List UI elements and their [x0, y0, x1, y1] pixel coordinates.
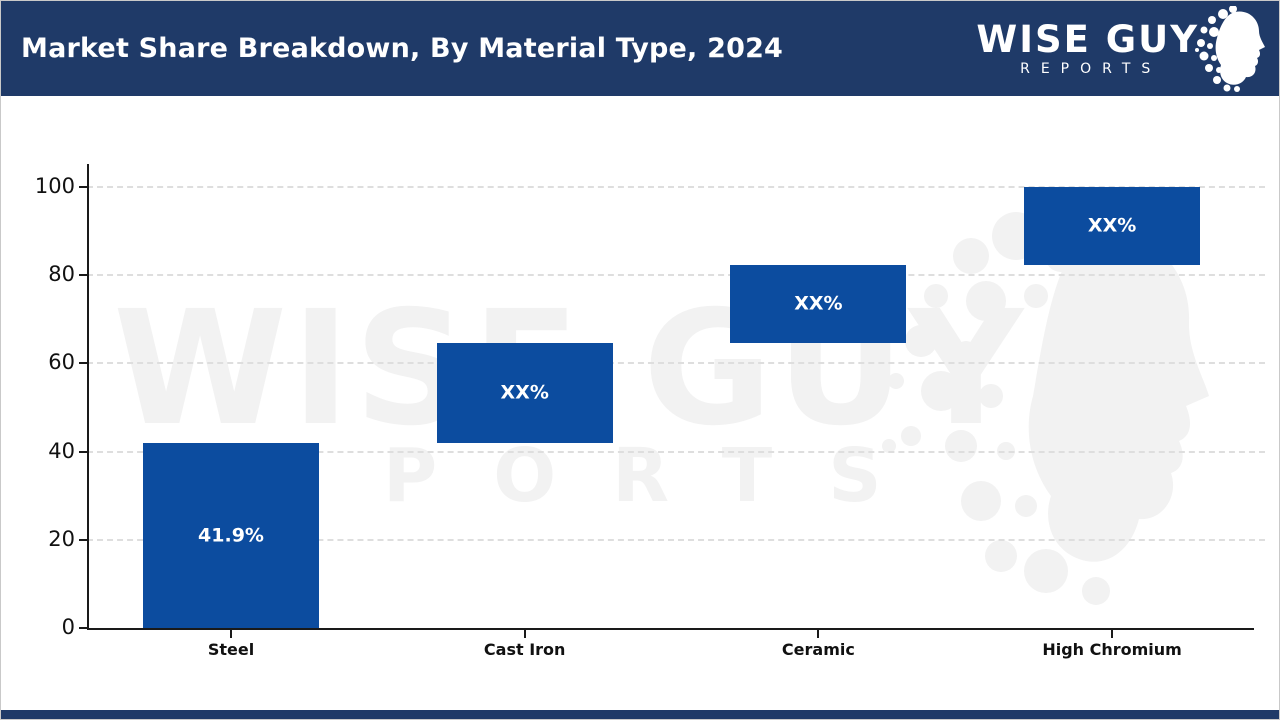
y-tick-label: 100 — [34, 174, 75, 199]
y-tick-label: 60 — [48, 350, 75, 375]
x-tick-label: High Chromium — [1042, 640, 1182, 659]
x-tick-mark — [523, 630, 526, 638]
y-tick-label: 0 — [61, 615, 75, 640]
bar-value-label: XX% — [794, 292, 843, 315]
x-tick-mark — [817, 630, 820, 638]
bar-value-label: XX% — [500, 381, 549, 404]
x-tick-label: Ceramic — [781, 640, 855, 659]
gridline-60 — [87, 362, 1265, 365]
header-banner: Market Share Breakdown, By Material Type… — [1, 1, 1279, 96]
gridline-80 — [87, 274, 1265, 277]
x-axis-line — [87, 628, 1254, 630]
bar-steel: 41.9% — [143, 443, 319, 628]
bar-high-chromium: XX% — [1024, 187, 1201, 266]
gridline-40 — [87, 450, 1265, 453]
y-tick-label: 40 — [48, 438, 75, 463]
gridline-20 — [87, 538, 1265, 541]
x-tick-label: Steel — [207, 640, 255, 659]
logo-head-icon — [1195, 5, 1265, 92]
brand-logo-text: WISE GUY REPORTS — [976, 21, 1199, 76]
y-axis-line — [87, 164, 89, 630]
bar-value-label: XX% — [1087, 214, 1137, 237]
y-tick-mark — [79, 362, 87, 365]
bar-ceramic: XX% — [730, 265, 907, 343]
x-tick-mark — [1111, 630, 1114, 638]
y-tick-mark — [79, 186, 87, 188]
y-tick-label: 80 — [48, 262, 75, 287]
brand-name: WISE GUY — [976, 18, 1199, 61]
x-tick-mark — [230, 630, 232, 638]
y-tick-label: 20 — [48, 526, 75, 551]
brand-logo: WISE GUY REPORTS — [976, 5, 1279, 92]
page-title: Market Share Breakdown, By Material Type… — [21, 33, 784, 64]
x-tick-label: Cast Iron — [483, 640, 566, 659]
bar-cast-iron: XX% — [436, 342, 613, 444]
brand-subtitle: REPORTS — [1020, 61, 1162, 77]
watermark-text-secondary: PORTS — [383, 433, 938, 519]
y-tick-mark — [79, 450, 87, 453]
y-tick-mark — [79, 538, 87, 541]
bar-value-label: 41.9% — [198, 524, 264, 547]
footer-bar — [1, 710, 1279, 719]
y-tick-mark — [79, 627, 87, 629]
y-tick-mark — [79, 274, 87, 277]
gridline-100 — [87, 186, 1265, 188]
